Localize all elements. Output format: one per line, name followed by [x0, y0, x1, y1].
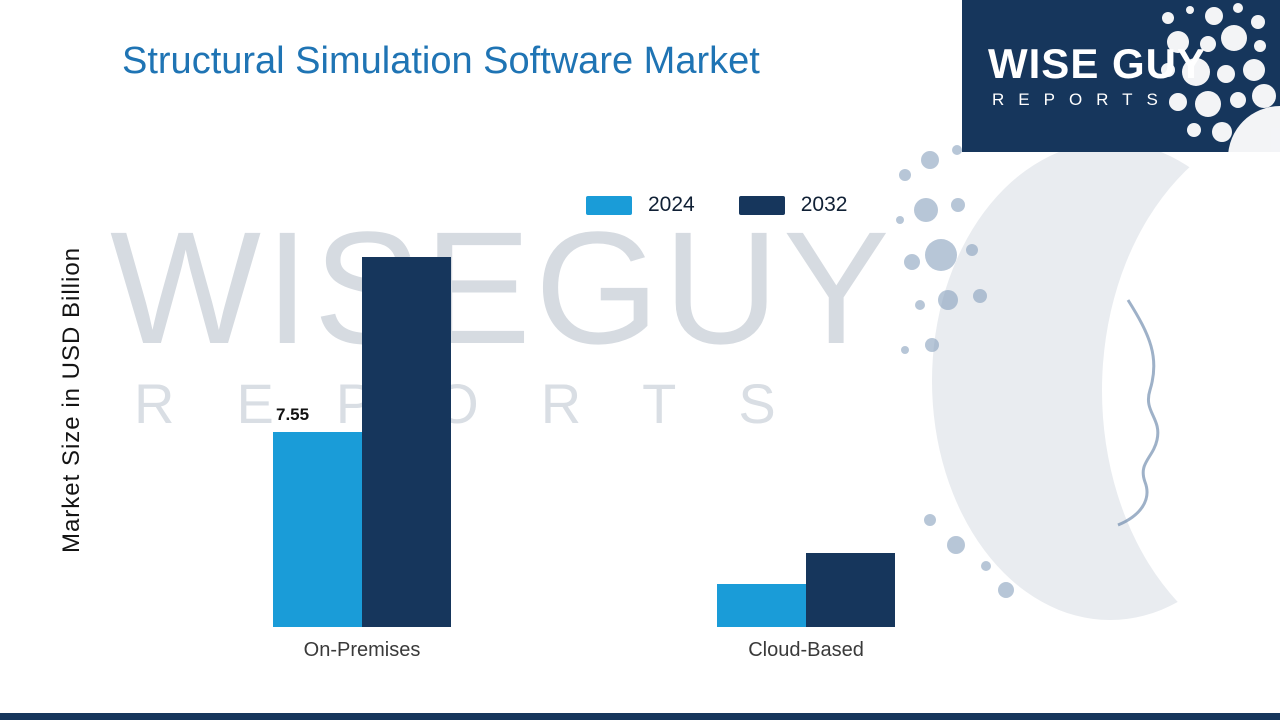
- bar-value-label: 7.55: [276, 405, 310, 424]
- category-label: Cloud-Based: [748, 639, 864, 661]
- chart-legend: 2024 2032: [586, 193, 847, 217]
- legend-item-2024: 2024: [586, 193, 695, 217]
- y-axis-label: Market Size in USD Billion: [58, 246, 85, 554]
- watermark-brand-text: WISEGUY: [110, 198, 894, 377]
- bar-group: On-Premises 7.55: [273, 257, 451, 661]
- brand-subtitle: REPORTS: [992, 90, 1172, 109]
- legend-item-2032: 2032: [738, 193, 848, 217]
- category-label: On-Premises: [303, 639, 421, 661]
- legend-label: 2024: [648, 193, 695, 216]
- bar-group: Cloud-Based: [717, 553, 895, 661]
- brand-logo-block: WISE GUY REPORTS: [962, 0, 1280, 152]
- legend-swatch: [738, 195, 785, 215]
- brand-name: WISE GUY: [988, 40, 1207, 87]
- page-title: Structural Simulation Software Market: [122, 40, 760, 82]
- bar-on-premises-2024: 7.55: [273, 405, 362, 627]
- legend-swatch: [586, 195, 632, 215]
- bar-cloud-based-2024: [717, 584, 806, 627]
- bar-on-premises-2032: [362, 257, 451, 627]
- face-dots-icon: [1161, 3, 1280, 152]
- footer-accent-bar: [0, 713, 1280, 720]
- bar-cloud-based-2032: [806, 553, 895, 627]
- legend-label: 2032: [800, 193, 848, 216]
- watermark-reports-text: REPORTS: [134, 372, 838, 435]
